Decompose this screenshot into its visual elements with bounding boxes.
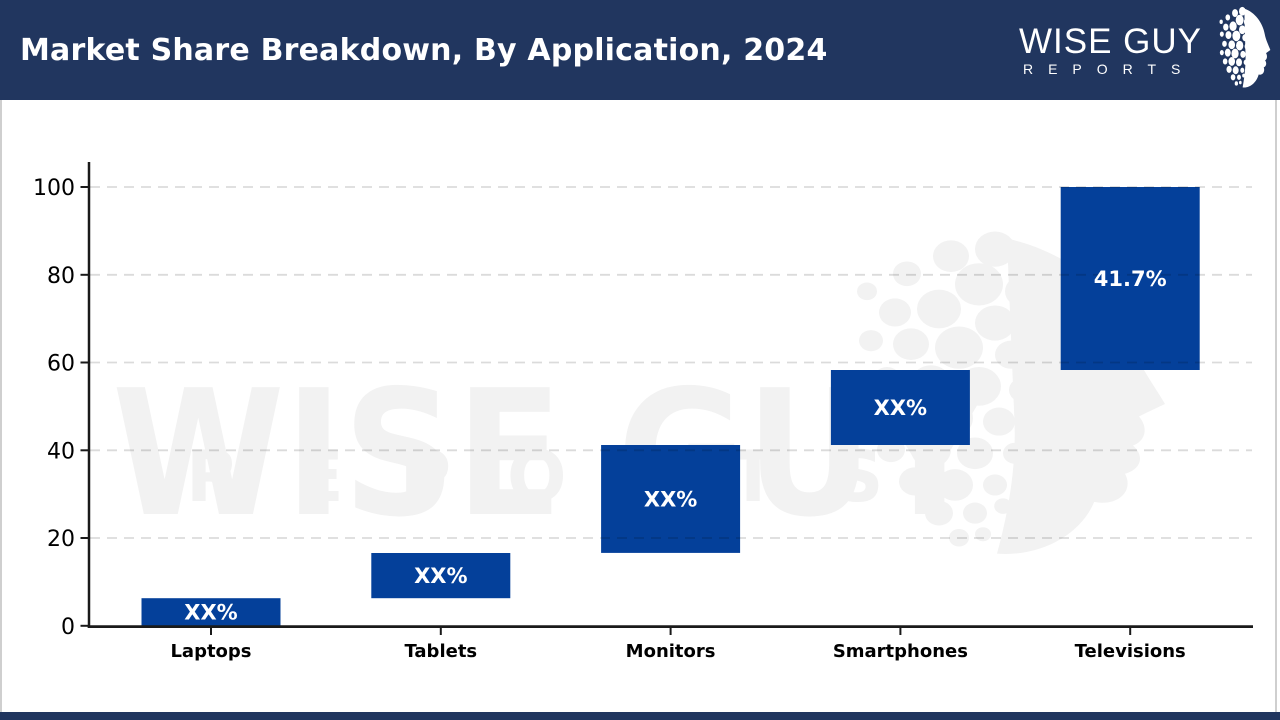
y-tick-label: 40 <box>47 439 75 464</box>
bar-tablets <box>371 553 511 599</box>
header: Market Share Breakdown, By Application, … <box>0 0 1280 100</box>
x-category-label: Tablets <box>404 641 477 662</box>
bar-smartphones <box>830 370 970 445</box>
brand-name: WISE GUY <box>1018 22 1202 61</box>
left-border <box>0 100 2 712</box>
bar-televisions <box>1060 187 1200 370</box>
brand-subname: REPORTS <box>1022 61 1196 77</box>
y-tick-label: 20 <box>47 527 75 552</box>
chart-title: Market Share Breakdown, By Application, … <box>20 32 828 68</box>
bar-value-label: XX% <box>184 601 237 625</box>
watermark-subtext: REPORTS <box>186 436 940 518</box>
brand-logo-text: WISE GUY REPORTS <box>1019 24 1202 76</box>
y-tick-label: 80 <box>47 264 75 289</box>
bar-value-label: XX% <box>644 488 697 512</box>
bar-value-label: 41.7% <box>1094 267 1167 291</box>
right-border <box>1275 100 1277 712</box>
brand-face-icon <box>1219 6 1271 88</box>
bar-monitors <box>601 445 741 553</box>
bar-value-label: XX% <box>874 396 927 420</box>
x-category-label: Televisions <box>1075 641 1186 662</box>
y-tick-label: 100 <box>33 176 75 201</box>
x-category-label: Laptops <box>170 641 251 662</box>
bar-value-label: XX% <box>414 564 467 588</box>
y-tick-label: 60 <box>47 352 75 377</box>
bar-laptops <box>141 598 281 626</box>
footer-bar <box>0 712 1280 720</box>
brand-logo: WISE GUY REPORTS <box>1019 0 1272 100</box>
y-tick-label: 0 <box>61 615 75 640</box>
x-category-label: Smartphones <box>833 641 968 662</box>
x-category-label: Monitors <box>626 641 716 662</box>
